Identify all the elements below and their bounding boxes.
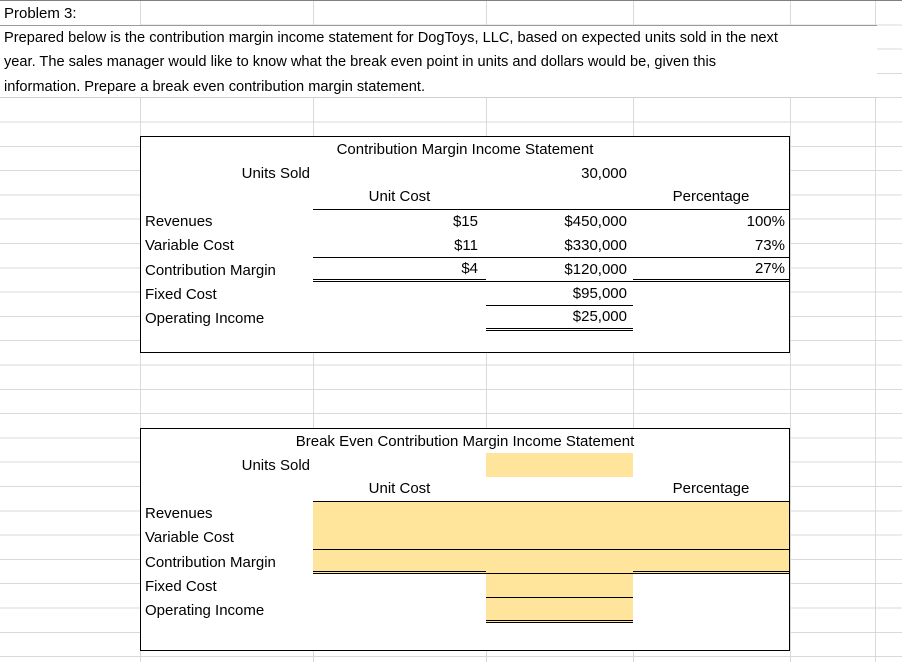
be-variable-cost-percentage-input-cell[interactable]: [633, 525, 789, 550]
be-units-sold-label: Units Sold: [241, 456, 310, 474]
be-variable-cost-unit-cost-input-cell[interactable]: [313, 525, 486, 550]
be-percentage-header: Percentage: [633, 477, 789, 502]
column-gridline: [790, 1, 791, 662]
be-fixed-cost-spacer: [633, 574, 789, 598]
cm-row-operating-income: Operating Income $25,000: [141, 306, 789, 331]
be-operating-income-spacer: [633, 598, 789, 622]
be-row-fixed-cost: Fixed Cost: [141, 574, 789, 599]
cm-fixed-cost-amount-cell[interactable]: $95,000: [486, 282, 633, 307]
cm-contribution-margin-percentage-cell[interactable]: 27%: [633, 258, 789, 283]
be-row-contribution-margin: Contribution Margin: [141, 549, 789, 575]
be-header-row: Unit Cost Percentage: [141, 477, 789, 502]
problem-description-line: year. The sales manager would like to kn…: [4, 54, 717, 71]
be-revenues-unit-cost-input-cell[interactable]: [313, 501, 486, 526]
problem-label: Problem 3:: [4, 4, 77, 22]
be-contribution-margin-percentage-input-cell[interactable]: [633, 549, 789, 575]
column-gridline: [875, 1, 876, 662]
cm-row-variable-cost: Variable Cost $11 $330,000 73%: [141, 234, 789, 258]
be-units-sold-row: Units Sold: [141, 453, 789, 478]
be-row-revenues: Revenues: [141, 501, 789, 526]
cm-units-sold-spacer: [313, 161, 486, 185]
cm-title-row: Contribution Margin Income Statement: [141, 137, 789, 161]
be-row-operating-income: Operating Income: [141, 598, 789, 623]
be-statement-title: Break Even Contribution Margin Income St…: [295, 432, 635, 450]
cm-fixed-cost-spacer: [313, 282, 486, 306]
be-operating-income-spacer: [313, 598, 486, 622]
be-header-spacer: [141, 477, 313, 501]
cm-percentage-header: Percentage: [633, 185, 789, 210]
be-operating-income-amount-input-cell[interactable]: [486, 598, 633, 623]
be-units-sold-spacer: [633, 453, 789, 477]
cm-units-sold-spacer: [633, 161, 789, 185]
cm-operating-income-spacer: [633, 306, 789, 330]
problem-description: Prepared below is the contribution margi…: [0, 25, 877, 98]
be-amount-header: [486, 477, 633, 502]
cm-amount-header: [486, 185, 633, 210]
be-blank-row: [141, 623, 789, 651]
problem-label-cell[interactable]: Problem 3:: [0, 1, 140, 25]
cm-revenues-unit-cost-cell[interactable]: $15: [452, 213, 478, 231]
be-fixed-cost-spacer: [313, 574, 486, 598]
cm-units-sold-label: Units Sold: [241, 164, 310, 182]
cm-variable-cost-amount-cell[interactable]: $330,000: [486, 234, 633, 258]
be-units-sold-input-cell[interactable]: [486, 453, 633, 478]
cm-statement-title: Contribution Margin Income Statement: [336, 140, 594, 158]
be-contribution-margin-amount-input-cell[interactable]: [486, 549, 633, 575]
cm-fixed-cost-spacer: [633, 282, 789, 306]
cm-row-contribution-margin: Contribution Margin $4 $120,000 27%: [141, 258, 789, 283]
be-revenues-label: Revenues: [145, 505, 213, 523]
be-row-variable-cost: Variable Cost: [141, 525, 789, 550]
be-operating-income-label: Operating Income: [145, 601, 265, 619]
cm-variable-cost-label: Variable Cost: [145, 237, 234, 255]
be-revenues-amount-input-cell[interactable]: [486, 501, 633, 526]
cm-operating-income-label: Operating Income: [145, 309, 265, 327]
cm-units-sold-value-cell[interactable]: 30,000: [581, 164, 627, 182]
be-variable-cost-label: Variable Cost: [145, 529, 234, 547]
cm-variable-cost-percentage-cell[interactable]: 73%: [633, 234, 789, 258]
problem-description-line: Prepared below is the contribution margi…: [4, 30, 778, 46]
cm-blank-row: [141, 331, 789, 353]
be-title-row: Break Even Contribution Margin Income St…: [141, 429, 789, 453]
cm-units-sold-row: Units Sold 30,000: [141, 161, 789, 185]
cm-fixed-cost-label: Fixed Cost: [145, 285, 217, 303]
cm-header-spacer: [141, 185, 313, 209]
cm-revenues-amount-cell[interactable]: $450,000: [564, 213, 627, 231]
cm-unit-cost-header: Unit Cost: [313, 185, 486, 210]
cm-row-revenues: Revenues $15 $450,000 100%: [141, 210, 789, 234]
cm-revenues-percentage-cell[interactable]: 100%: [746, 213, 785, 231]
be-revenues-percentage-input-cell[interactable]: [633, 501, 789, 526]
cm-header-row: Unit Cost Percentage: [141, 185, 789, 210]
cm-contribution-margin-label: Contribution Margin: [145, 261, 276, 279]
cm-contribution-margin-amount-cell[interactable]: $120,000: [486, 258, 633, 283]
be-unit-cost-header: Unit Cost: [313, 477, 486, 502]
cm-revenues-label: Revenues: [145, 213, 213, 231]
problem-description-line: information. Prepare a break even contri…: [4, 78, 426, 95]
be-contribution-margin-label: Contribution Margin: [145, 553, 276, 571]
be-contribution-margin-unit-cost-input-cell[interactable]: [313, 549, 486, 575]
cm-operating-income-amount-cell[interactable]: $25,000: [486, 306, 633, 331]
cm-contribution-margin-unit-cost-cell[interactable]: $4: [313, 258, 486, 283]
cm-variable-cost-unit-cost-cell[interactable]: $11: [313, 234, 486, 258]
breakeven-statement-table: Break Even Contribution Margin Income St…: [140, 428, 790, 651]
cm-operating-income-spacer: [313, 306, 486, 330]
cm-row-fixed-cost: Fixed Cost $95,000: [141, 282, 789, 307]
contribution-margin-statement-table: Contribution Margin Income Statement Uni…: [140, 136, 790, 353]
be-variable-cost-amount-input-cell[interactable]: [486, 525, 633, 550]
be-units-sold-spacer: [313, 453, 486, 477]
be-fixed-cost-label: Fixed Cost: [145, 577, 217, 595]
be-fixed-cost-amount-input-cell[interactable]: [486, 574, 633, 599]
